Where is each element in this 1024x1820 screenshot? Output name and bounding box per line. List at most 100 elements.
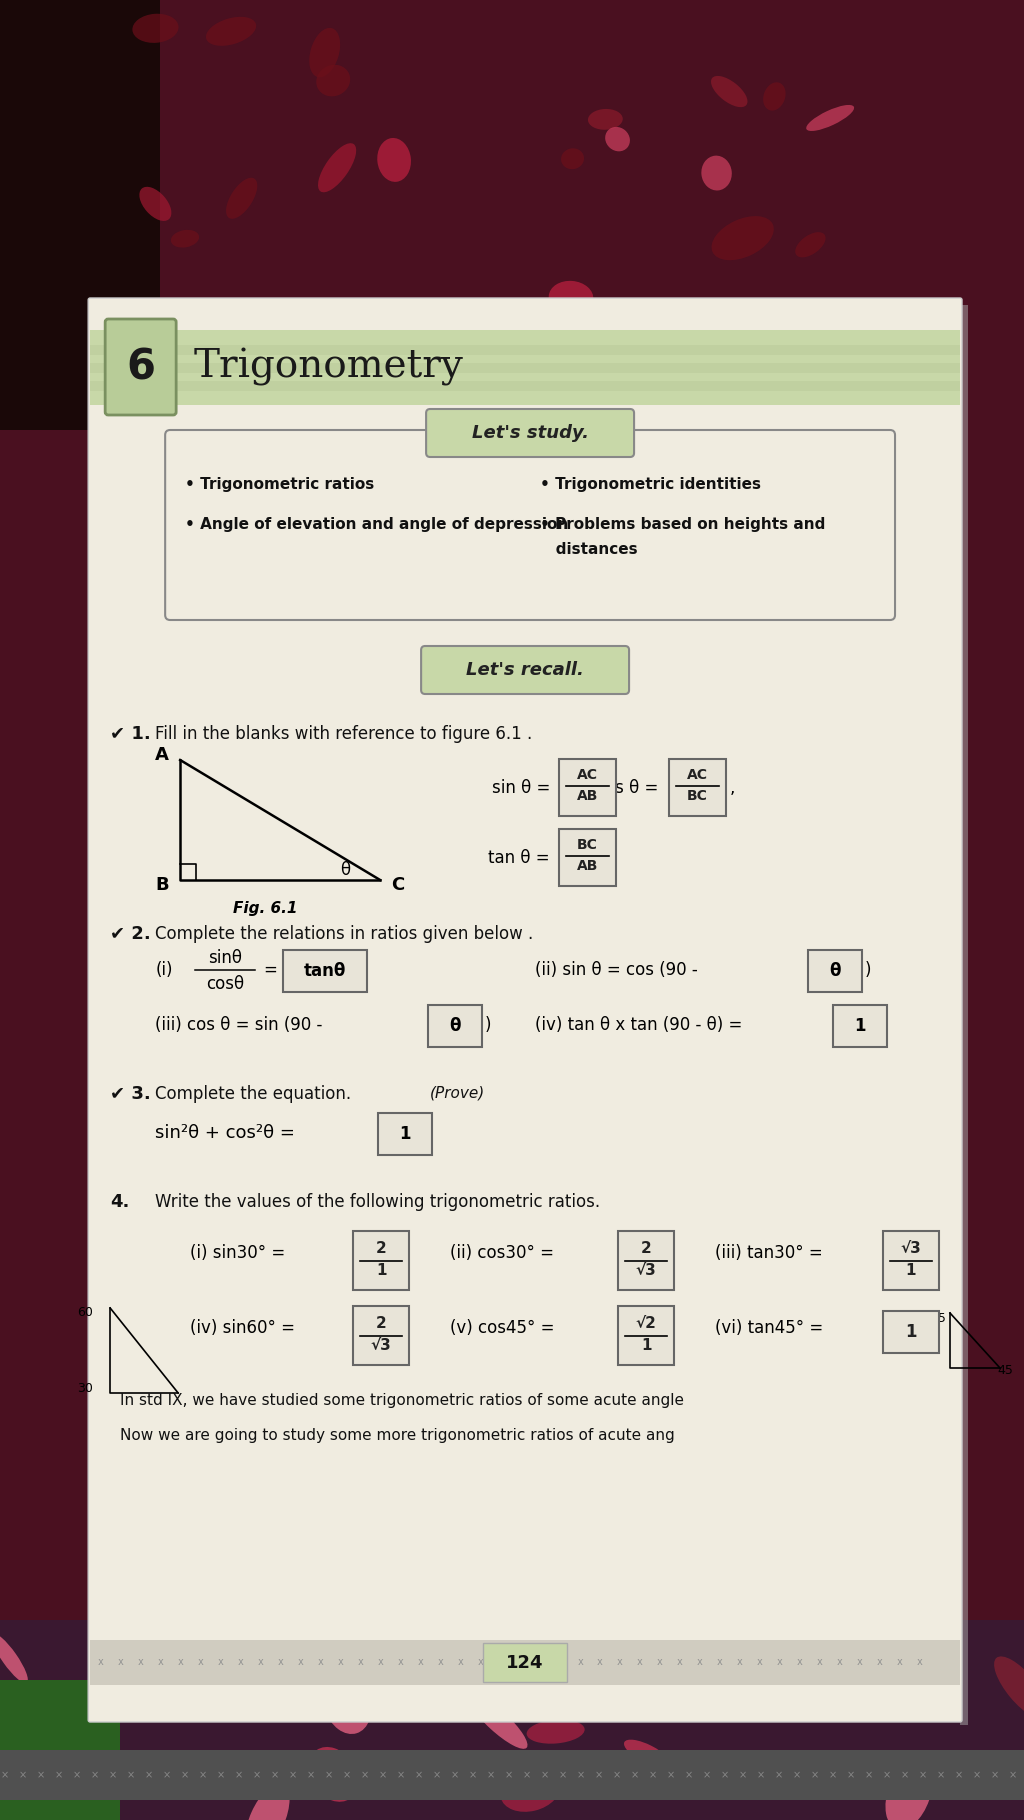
Text: • Problems based on heights and: • Problems based on heights and (540, 517, 825, 533)
Text: ×: × (523, 1771, 531, 1780)
Text: ×: × (613, 1771, 622, 1780)
Text: (iii) tan30° =: (iii) tan30° = (715, 1245, 823, 1261)
Text: ): ) (485, 1016, 492, 1034)
Text: (ii) cos30° =: (ii) cos30° = (451, 1245, 554, 1261)
Text: tanθ: tanθ (304, 963, 346, 979)
Text: ✔ 2.: ✔ 2. (111, 925, 151, 943)
Text: Let's study.: Let's study. (472, 424, 589, 442)
Ellipse shape (763, 82, 785, 111)
Text: AB: AB (577, 788, 598, 803)
Text: x: x (617, 1656, 623, 1667)
Text: ×: × (433, 1771, 441, 1780)
Ellipse shape (511, 1653, 539, 1709)
Text: ×: × (631, 1771, 639, 1780)
Text: C: C (391, 875, 404, 894)
Text: ×: × (685, 1771, 693, 1780)
Text: ✔ 3.: ✔ 3. (111, 1085, 151, 1103)
Text: x: x (278, 1656, 283, 1667)
Text: x: x (857, 1656, 863, 1667)
Text: ×: × (253, 1771, 261, 1780)
Text: Let's recall.: Let's recall. (466, 661, 584, 679)
Text: x: x (217, 1656, 223, 1667)
Ellipse shape (862, 349, 895, 382)
FancyBboxPatch shape (283, 950, 368, 992)
Text: 2: 2 (376, 1241, 386, 1256)
Ellipse shape (712, 217, 774, 260)
Bar (90, 1640, 961, 1685)
Text: ×: × (577, 1771, 585, 1780)
Text: x: x (397, 1656, 403, 1667)
Ellipse shape (132, 15, 178, 44)
Text: x: x (158, 1656, 163, 1667)
Text: 1: 1 (854, 1017, 865, 1036)
FancyBboxPatch shape (353, 1230, 410, 1290)
Ellipse shape (624, 1740, 671, 1769)
Text: x: x (817, 1656, 823, 1667)
Ellipse shape (404, 342, 458, 382)
Text: x: x (477, 1656, 483, 1667)
FancyBboxPatch shape (559, 828, 616, 886)
Text: x: x (517, 1656, 523, 1667)
Ellipse shape (593, 1634, 621, 1674)
Text: B: B (156, 875, 169, 894)
FancyBboxPatch shape (378, 1114, 432, 1156)
Text: ×: × (145, 1771, 154, 1780)
Text: 60: 60 (77, 1307, 93, 1320)
Text: Fig. 6.1: Fig. 6.1 (232, 901, 297, 915)
Text: Now we are going to study some more trigonometric ratios of acute ang: Now we are going to study some more trig… (120, 1429, 675, 1443)
Text: ×: × (649, 1771, 657, 1780)
Text: x: x (297, 1656, 303, 1667)
Text: ×: × (469, 1771, 477, 1780)
Text: x: x (637, 1656, 643, 1667)
FancyBboxPatch shape (483, 1643, 567, 1682)
Ellipse shape (549, 280, 593, 315)
Ellipse shape (206, 16, 256, 46)
Bar (0, 1680, 120, 1820)
Text: =: = (263, 961, 278, 979)
Text: ×: × (829, 1771, 837, 1780)
Ellipse shape (886, 1756, 933, 1820)
Text: 6: 6 (126, 346, 156, 388)
Text: x: x (578, 1656, 583, 1667)
Bar (90, 346, 961, 355)
Text: ×: × (559, 1771, 567, 1780)
Ellipse shape (377, 138, 411, 182)
Text: x: x (837, 1656, 843, 1667)
Text: ×: × (883, 1771, 891, 1780)
Text: 1: 1 (905, 1323, 916, 1341)
Text: ×: × (127, 1771, 135, 1780)
Ellipse shape (877, 1656, 921, 1716)
Text: Complete the equation.: Complete the equation. (156, 1085, 351, 1103)
Text: ): ) (865, 961, 871, 979)
Text: ×: × (361, 1771, 370, 1780)
Text: x: x (897, 1656, 903, 1667)
Text: ×: × (181, 1771, 189, 1780)
Text: ×: × (163, 1771, 171, 1780)
FancyBboxPatch shape (808, 950, 862, 992)
Bar (0, 0, 160, 430)
Text: ×: × (91, 1771, 99, 1780)
Ellipse shape (711, 76, 748, 107)
Text: ×: × (397, 1771, 406, 1780)
Text: ×: × (541, 1771, 549, 1780)
Text: ×: × (55, 1771, 63, 1780)
Text: θ: θ (340, 861, 350, 879)
Ellipse shape (701, 157, 732, 191)
Text: 30: 30 (77, 1381, 93, 1394)
Ellipse shape (268, 318, 312, 364)
Bar (0, 1620, 1024, 1820)
Text: ×: × (271, 1771, 280, 1780)
Text: (iv) tan θ x tan (90 - θ) =: (iv) tan θ x tan (90 - θ) = (536, 1016, 742, 1034)
Text: ×: × (343, 1771, 351, 1780)
FancyBboxPatch shape (618, 1307, 674, 1365)
Ellipse shape (588, 109, 623, 129)
Text: ×: × (379, 1771, 387, 1780)
Text: ×: × (289, 1771, 297, 1780)
Bar (0, 1751, 1024, 1800)
Ellipse shape (0, 1633, 28, 1684)
Text: x: x (357, 1656, 364, 1667)
Text: ×: × (757, 1771, 765, 1780)
Ellipse shape (467, 1693, 527, 1749)
FancyBboxPatch shape (883, 1310, 939, 1352)
Text: ×: × (721, 1771, 729, 1780)
